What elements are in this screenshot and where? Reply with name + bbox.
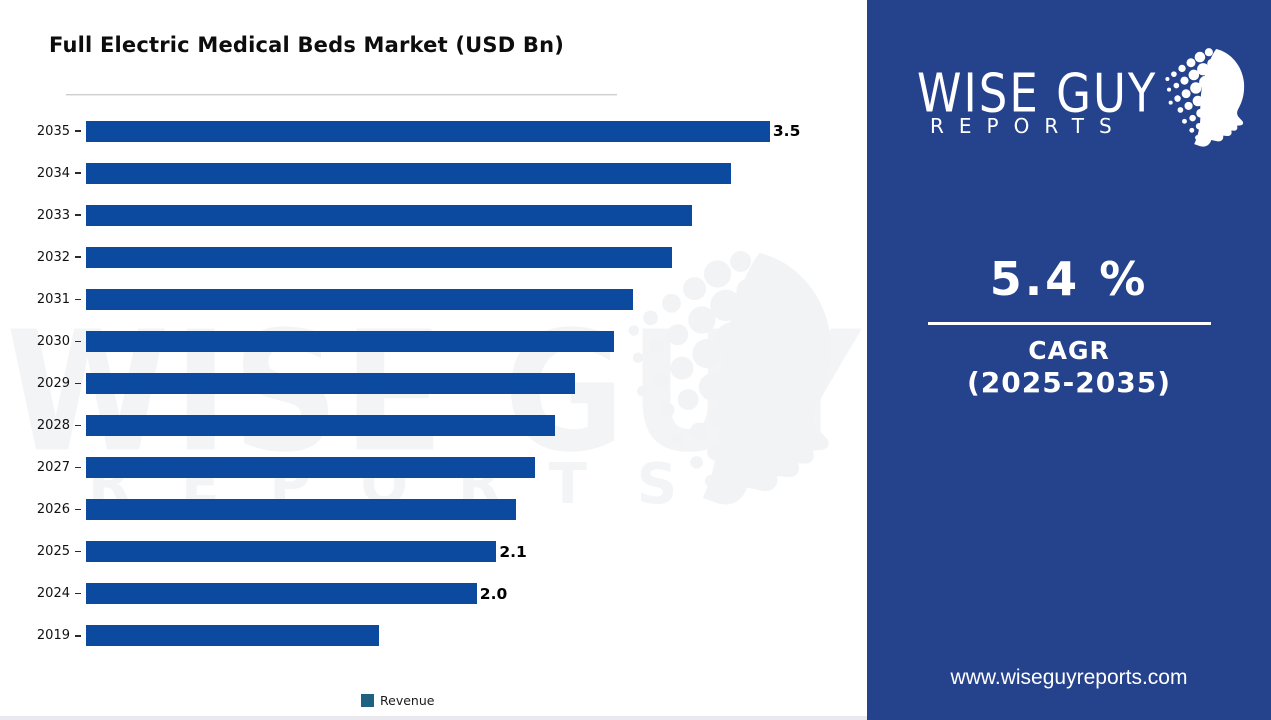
revenue-bar	[86, 204, 692, 226]
y-axis-tick-label: 2019	[36, 628, 70, 644]
revenue-bar	[86, 372, 575, 394]
y-axis-tick-mark	[75, 466, 81, 469]
y-axis-tick-label: 2034	[36, 165, 70, 181]
bar-row: 2031	[0, 278, 867, 320]
revenue-bar	[86, 541, 497, 563]
y-axis-tick-mark	[75, 635, 81, 637]
bar-row: 2032	[0, 236, 867, 278]
legend-marker-swatch	[361, 694, 374, 707]
bar-row: 2028	[0, 404, 867, 446]
y-axis-tick-mark	[75, 508, 81, 511]
side-panel: WISE GUY REPORTS 5.4 % CAGR (2025-2035) …	[867, 0, 1271, 720]
bar-row: 2019	[0, 615, 867, 657]
bar-value-label: 2.0	[479, 584, 508, 603]
title-underline	[66, 94, 617, 96]
bar-value-label: 2.1	[499, 542, 527, 561]
y-axis-tick-mark	[75, 424, 81, 427]
revenue-bar	[86, 288, 634, 310]
revenue-bar	[86, 120, 770, 142]
chart-panel: WISE GUY REPORTS Full Electric Medical B…	[0, 33, 867, 720]
y-axis-tick-label: 2027	[36, 460, 70, 476]
revenue-bar	[86, 414, 555, 436]
y-axis-tick-mark	[75, 340, 81, 343]
y-axis-tick-label: 2028	[36, 417, 70, 433]
legend-label: Revenue	[380, 693, 435, 708]
bar-row: 2029	[0, 362, 867, 404]
stat-divider	[927, 322, 1211, 325]
y-axis-tick-label: 2029	[36, 375, 70, 391]
revenue-bar	[86, 162, 731, 184]
cagr-stat: 5.4 % CAGR (2025-2035)	[867, 252, 1271, 399]
cagr-period: (2025-2035)	[966, 366, 1172, 399]
logo-reports-text: REPORTS	[930, 114, 1127, 138]
bar-row: 2025 2.1	[0, 531, 867, 573]
website-url: www.wiseguyreports.com	[950, 666, 1188, 689]
y-axis-tick-label: 2031	[36, 291, 70, 307]
y-axis-tick-label: 2030	[36, 333, 70, 349]
bar-value-label: 3.5	[772, 122, 801, 141]
y-axis-tick-label: 2032	[36, 249, 70, 265]
revenue-bar	[86, 330, 614, 352]
y-axis-tick-mark	[75, 550, 81, 553]
y-axis-tick-mark	[75, 130, 81, 132]
bar-chart: 2035 3.5 2034 2033 2032 2031 2030 2029 2028 2027 2…	[0, 110, 867, 657]
legend: Revenue	[361, 693, 434, 708]
y-axis-tick-mark	[75, 256, 81, 258]
bar-row: 2034	[0, 152, 867, 194]
bar-row: 2030	[0, 320, 867, 362]
bottom-strip	[0, 716, 867, 720]
bar-row: 2033	[0, 194, 867, 236]
y-axis-tick-label: 2033	[36, 207, 70, 223]
cagr-value: 5.4 %	[989, 252, 1149, 306]
bar-row: 2024 2.0	[0, 573, 867, 615]
bar-row: 2026	[0, 489, 867, 531]
y-axis-tick-label: 2024	[36, 586, 70, 602]
bar-row: 2027	[0, 447, 867, 489]
chart-title: Full Electric Medical Beds Market (USD B…	[49, 33, 565, 57]
bar-row: 2035 3.5	[0, 110, 867, 152]
wise-guy-reports-logo: WISE GUY REPORTS	[867, 0, 1271, 200]
y-axis-tick-label: 2035	[36, 123, 70, 139]
y-axis-tick-label: 2025	[36, 544, 70, 560]
revenue-bar	[86, 499, 516, 521]
revenue-bar	[86, 625, 380, 647]
y-axis-tick-label: 2026	[36, 502, 70, 518]
y-axis-tick-mark	[75, 298, 81, 301]
logo-wiseguy-text: WISE GUY	[917, 62, 1158, 125]
revenue-bar	[86, 457, 536, 479]
cagr-label: CAGR	[1028, 336, 1110, 365]
logo-face-icon	[1153, 40, 1255, 162]
y-axis-tick-mark	[75, 172, 81, 174]
y-axis-tick-mark	[75, 382, 81, 385]
y-axis-tick-mark	[75, 214, 81, 216]
revenue-bar	[86, 583, 477, 605]
y-axis-tick-mark	[75, 592, 81, 595]
revenue-bar	[86, 246, 673, 268]
